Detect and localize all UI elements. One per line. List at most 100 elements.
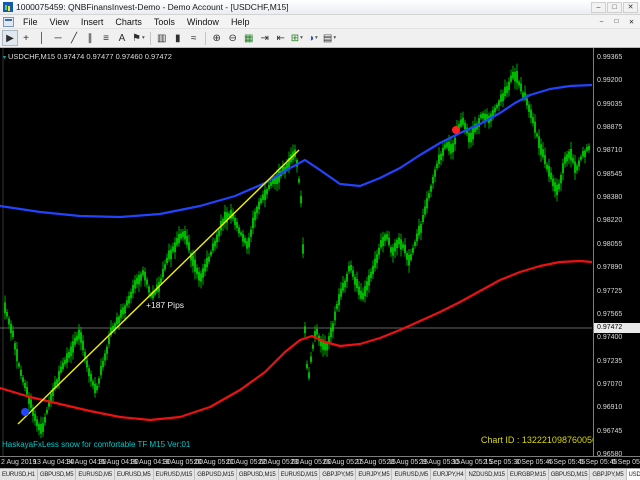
line-view-icon: ≈ xyxy=(190,32,197,44)
menu-item-insert[interactable]: Insert xyxy=(80,16,104,27)
time-axis-label: 23 Aug 05:00 xyxy=(290,459,332,466)
price-axis[interactable]: 0.97472 0.99365 0.99200 0.99035 0.98875 0.98… xyxy=(593,48,640,458)
price-axis-label: 0.97235 xyxy=(597,357,623,365)
chart-tab-eurjpy-h4[interactable]: EURJPY,H4 xyxy=(431,469,467,480)
auto-scroll-icon: ⇥ xyxy=(260,32,269,44)
time-axis-label: 20 Aug 05:00 xyxy=(193,459,236,466)
chart-tab-eurusd-m15[interactable]: EURUSD,M15 xyxy=(153,469,196,480)
sell-signal-dot xyxy=(452,126,460,134)
channel-tool[interactable]: ∥ xyxy=(82,30,98,46)
chart-tab-bar: EURUSD,H1 GBPUSD,M5 EURUSD,M5 EURUSD,M5 EURU… xyxy=(0,468,640,480)
cursor-tool[interactable]: ▶ xyxy=(2,30,18,46)
price-axis-label: 0.98545 xyxy=(597,170,623,178)
chart-area[interactable]: ▾ USDCHF,M15 0.97474 0.97477 0.97460 0.97… xyxy=(0,48,640,468)
candles-view-icon: ▮ xyxy=(174,32,181,44)
zoom-out-button[interactable]: ⊖ xyxy=(225,30,241,46)
chart-window-icon[interactable] xyxy=(3,16,14,27)
chevron-down-icon: ▾ xyxy=(315,35,318,41)
tile-windows-icon: ▦ xyxy=(244,32,254,44)
chart-tab-eurusd-m5[interactable]: EURUSD,M5 xyxy=(76,469,115,480)
cursor-icon: ▶ xyxy=(6,32,14,44)
price-axis-label: 0.98710 xyxy=(597,147,623,155)
chevron-down-icon: ▾ xyxy=(141,35,145,41)
crosshair-icon: + xyxy=(23,32,29,44)
time-axis-label: 13 Aug 04:30 xyxy=(33,459,75,466)
time-axis[interactable]: 2 Aug 2019 13 Aug 04:30 14 Aug 04:30 15 Aug… xyxy=(0,456,640,468)
pips-annotation: +187 Pips xyxy=(146,300,185,310)
price-axis-label: 0.97725 xyxy=(597,287,623,295)
trendline-tool[interactable]: ╱ xyxy=(66,30,82,46)
chart-tab-nzdusd-m15[interactable]: NZDUSD,M15 xyxy=(466,469,508,480)
text-tool[interactable]: A xyxy=(114,30,130,46)
templates-button[interactable]: ▤ ▾ xyxy=(321,30,338,46)
price-axis-label: 0.96745 xyxy=(597,427,623,435)
horizontal-line-tool[interactable]: ─ xyxy=(50,30,66,46)
expander-icon[interactable]: ▾ xyxy=(3,55,7,61)
chart-tab-gbpjpy-m5[interactable]: GBPJPY,M5 xyxy=(590,469,627,480)
menu-item-window[interactable]: Window xyxy=(186,16,219,27)
templates-icon: ▤ xyxy=(322,32,333,44)
time-axis-label: 6 Sep 05:45 xyxy=(611,459,640,466)
time-axis-label: 29 Aug 05:15 xyxy=(418,459,461,466)
chart-tab-gbpjpy-m5[interactable]: GBPJPY,M5 xyxy=(320,469,357,480)
time-axis-label: 14 Aug 04:30 xyxy=(65,459,107,466)
price-axis-label: 0.97565 xyxy=(597,310,623,318)
time-axis-label: 4 Sep 05:45 xyxy=(547,459,586,466)
fibonacci-tool[interactable]: ≡ xyxy=(98,30,114,46)
chart-tab-gbpusd-m15[interactable]: GBPUSD,M15 xyxy=(236,469,279,480)
chart-canvas[interactable] xyxy=(0,48,592,456)
bars-view-button[interactable]: ▥ xyxy=(154,30,170,46)
chart-tab-gbpusd-m15[interactable]: GBPUSD,M15 xyxy=(548,469,591,480)
maximize-button[interactable]: □ xyxy=(607,1,622,13)
close-button[interactable]: ✕ xyxy=(623,1,638,13)
zoom-in-button[interactable]: ⊕ xyxy=(209,30,225,46)
title-bar[interactable]: 1000075459: QNBFinansInvest-Demo - Demo … xyxy=(0,0,640,15)
chart-shift-button[interactable]: ⇤ xyxy=(273,30,289,46)
chart-id-label: Chart ID : 132221098760056054 xyxy=(480,435,612,445)
chart-restore-icon[interactable]: □ xyxy=(614,18,619,25)
chart-tab-usdchf-m15[interactable]: USDCHF,M15 xyxy=(626,469,640,480)
time-axis-label: 16 Aug 04:30 xyxy=(129,459,171,466)
price-axis-label: 0.97400 xyxy=(597,334,623,342)
crosshair-tool[interactable]: + xyxy=(18,30,34,46)
chart-minimize-icon[interactable]: – xyxy=(599,18,604,25)
chart-tab-eurusd-h1[interactable]: EURUSD,H1 xyxy=(0,469,38,480)
price-axis-label: 0.96580 xyxy=(597,450,623,458)
chart-tab-eurusd-m5[interactable]: EURUSD,M5 xyxy=(114,469,154,480)
window-title: 1000075459: QNBFinansInvest-Demo - Demo … xyxy=(16,2,289,12)
chart-tab-eurusd-m15[interactable]: EURUSD,M15 xyxy=(278,469,321,480)
periods-button[interactable]: ◑ ▾ xyxy=(305,30,321,46)
chart-tab-gbpusd-m15[interactable]: GBPUSD,M15 xyxy=(195,469,237,480)
time-axis-label: 15 Aug 04:30 xyxy=(97,459,139,466)
arrow-objects-tool[interactable]: ⚑ ▾ xyxy=(130,30,147,46)
chart-tab-eurusd-m5[interactable]: EURUSD,M5 xyxy=(392,469,432,480)
indicators-button[interactable]: ⊞ ▾ xyxy=(289,30,305,46)
trendline-icon: ╱ xyxy=(70,32,78,44)
chart-close-icon[interactable]: ✕ xyxy=(628,18,635,26)
price-axis-label: 0.97890 xyxy=(597,264,623,272)
auto-scroll-button[interactable]: ⇥ xyxy=(257,30,273,46)
menu-item-tools[interactable]: Tools xyxy=(153,16,175,27)
vertical-line-icon: │ xyxy=(38,32,46,44)
chart-tab-eurgbp-m15[interactable]: EURGBP,M15 xyxy=(507,469,549,480)
chart-shift-icon: ⇤ xyxy=(276,32,285,44)
vertical-line-tool[interactable]: │ xyxy=(34,30,50,46)
tile-windows-button[interactable]: ▦ xyxy=(241,30,257,46)
menu-item-charts[interactable]: Charts xyxy=(115,16,142,27)
chart-tab-gbpusd-m5[interactable]: GBPUSD,M5 xyxy=(37,469,77,480)
menu-item-file[interactable]: File xyxy=(23,16,38,27)
menu-item-view[interactable]: View xyxy=(49,16,69,27)
line-view-button[interactable]: ≈ xyxy=(186,30,202,46)
time-axis-label: 26 Aug 05:15 xyxy=(322,459,364,466)
candles-view-button[interactable]: ▮ xyxy=(170,30,186,46)
chart-window-controls: – □ ✕ xyxy=(595,17,638,27)
trendline-object[interactable] xyxy=(17,149,300,425)
ma-line-blue xyxy=(0,83,592,219)
menu-item-help[interactable]: Help xyxy=(230,16,250,27)
current-price-box: 0.97472 xyxy=(594,323,640,333)
buy-signal-dot xyxy=(21,408,29,416)
toolbar: ▶ + │ ─ ╱ ∥ ≡ A ⚑ ▾ ▥ ▮ ≈ ⊕ ⊖ ▦ ⇥ ⇤ ⊞ ▾ ◑ ▾ ▤ ▾ xyxy=(0,29,640,48)
minimize-button[interactable]: – xyxy=(591,1,606,13)
chart-tab-eurjpy-m5[interactable]: EURJPY,M5 xyxy=(356,469,393,480)
